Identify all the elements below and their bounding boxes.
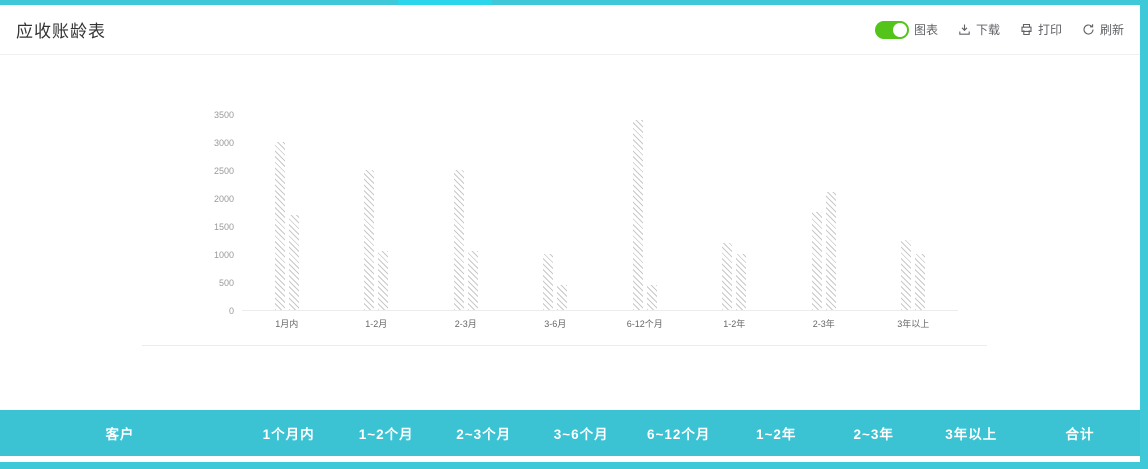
chart-y-axis: 0 500 1000 1500 2000 2500 3000 3500 [0,110,234,316]
table-header-col-0: 客户 [105,427,135,442]
chart-toggle-group[interactable]: 图表 [874,20,938,39]
bar-series-2-2-3年 [825,192,836,310]
bottom-pad [0,456,1140,462]
print-label: 打印 [1037,23,1062,37]
refresh-label: 刷新 [1099,23,1124,37]
page-title: 应收账龄表 [16,22,106,41]
table-header-col-1: 1个月内 [262,427,315,442]
y-tick-label: 2500 [213,166,234,176]
table-header-col-3: 2~3个月 [456,427,512,442]
bar-series-1-1-2月 [364,170,375,310]
bar-series-2-1-2年 [736,254,747,310]
bar-series-1-1月内 [274,142,285,310]
x-axis-label: 1-2月 [365,319,388,329]
y-tick-label: 1000 [213,250,234,260]
x-axis-label: 1-2年 [723,319,746,329]
y-tick-label: 500 [218,278,234,288]
bar-series-1-3年以上 [901,240,912,310]
bar-series-1-1-2年 [722,242,733,310]
table-header-col-4: 3~6个月 [553,427,609,442]
table-header-col-9: 合计 [1065,427,1095,442]
app-window: 应收账龄表 图表 下载 打印 [0,5,1140,462]
bar-series-2-1-2月 [378,251,389,310]
table-header-col-2: 1~2个月 [358,427,414,442]
chart-separator [142,345,987,346]
print-icon [1020,23,1033,36]
x-axis-label: 1月内 [275,319,299,329]
refresh-button[interactable]: 刷新 [1082,21,1124,38]
download-label: 下载 [975,23,1000,37]
table-header-col-6: 1~2年 [756,427,797,442]
chart-section: 0 500 1000 1500 2000 2500 3000 3500 1月内 1-2月 2-3月… [0,55,1140,410]
refresh-icon [1082,23,1095,36]
bar-series-1-2-3月 [453,170,464,310]
header: 应收账龄表 图表 下载 打印 [0,5,1140,55]
x-axis-label: 3年以上 [897,319,930,329]
y-tick-label: 2000 [213,194,234,204]
chart-toggle-label: 图表 [913,23,938,37]
y-tick-label: 1500 [213,222,234,232]
x-axis-label: 2-3月 [454,319,477,329]
download-button[interactable]: 下载 [958,21,1000,38]
bar-series-2-1月内 [288,214,299,310]
y-tick-label: 0 [228,306,234,316]
bar-series-1-6-12个月 [632,119,643,310]
x-axis-label: 2-3年 [812,319,835,329]
x-axis-label: 6-12个月 [626,319,663,329]
table-header-col-7: 2~3年 [853,427,894,442]
bar-series-2-6-12个月 [646,284,657,310]
top-strip [0,0,1148,5]
toolbar: 图表 下载 打印 刷新 [874,20,1124,39]
bar-series-2-3年以上 [915,254,926,310]
bar-series-2-3-6月 [557,284,568,310]
chart-plot: 1月内 1-2月 2-3月 3-6月 6-12个月 1-2年 2-3年 3年以上 [242,115,958,329]
bar-series-1-2-3年 [811,212,822,310]
x-axis-label: 3-6月 [544,319,567,329]
bar-series-1-3-6月 [543,254,554,310]
table-header-row: 客户 1个月内 1~2个月 2~3个月 3~6个月 6~12个月 1~2年 2~3年 3年以上 合… [0,410,1140,456]
top-accent-segment [398,0,492,5]
y-tick-label: 3000 [213,138,234,148]
y-tick-label: 3500 [213,110,234,120]
print-button[interactable]: 打印 [1020,21,1062,38]
bar-series-2-2-3月 [467,251,478,310]
download-icon [958,23,971,36]
table-header-col-5: 6~12个月 [647,427,711,442]
chart-toggle-switch[interactable] [874,20,909,39]
table-header-col-8: 3年以上 [945,427,998,442]
